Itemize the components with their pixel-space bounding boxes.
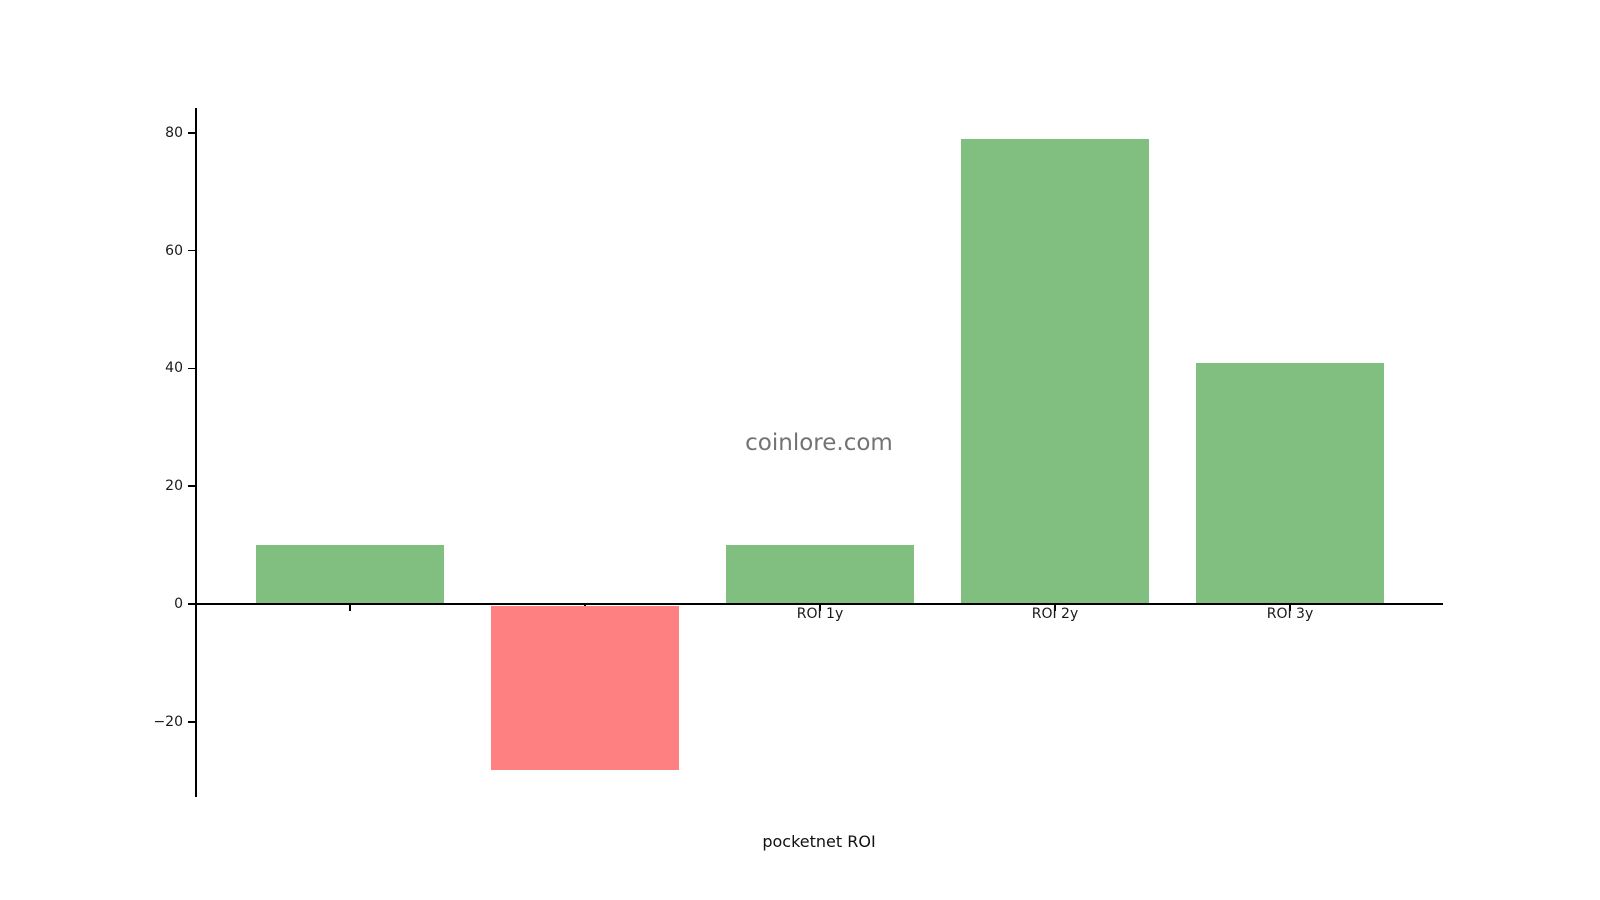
y-tick-label: 20: [165, 478, 183, 495]
y-axis-tick: [188, 132, 195, 134]
y-tick-label: 40: [165, 360, 183, 377]
y-axis-tick: [188, 367, 195, 370]
bar-2: [491, 605, 679, 771]
watermark-text: coinlore.com: [745, 430, 893, 456]
x-tick-label: ROI 2y: [1031, 606, 1079, 622]
x-axis-tick: [819, 605, 821, 611]
x-axis-tick: [1289, 605, 1291, 611]
x-tick-label: ROI 1y: [796, 606, 844, 622]
bar-3-roi-1y: [726, 545, 914, 604]
bar-5-roi-3y: [1196, 362, 1384, 604]
x-axis-spine: [195, 603, 1443, 605]
y-axis-tick: [188, 485, 195, 487]
x-axis-tick: [1054, 605, 1056, 611]
y-axis-tick: [188, 249, 195, 252]
y-tick-label: 60: [165, 242, 183, 259]
x-axis-label: pocketnet ROI: [762, 832, 876, 851]
y-tick-label: 80: [165, 124, 183, 141]
bar-4-roi-2y: [961, 138, 1149, 604]
x-tick-label: ROI 3y: [1266, 606, 1314, 622]
y-tick-label: −20: [153, 713, 183, 730]
y-tick-label: 0: [174, 596, 183, 612]
y-axis-tick: [188, 603, 195, 605]
y-axis-tick: [188, 721, 195, 723]
y-axis-spine: [195, 108, 197, 797]
bar-1: [256, 545, 444, 604]
x-axis-tick: [349, 605, 351, 611]
